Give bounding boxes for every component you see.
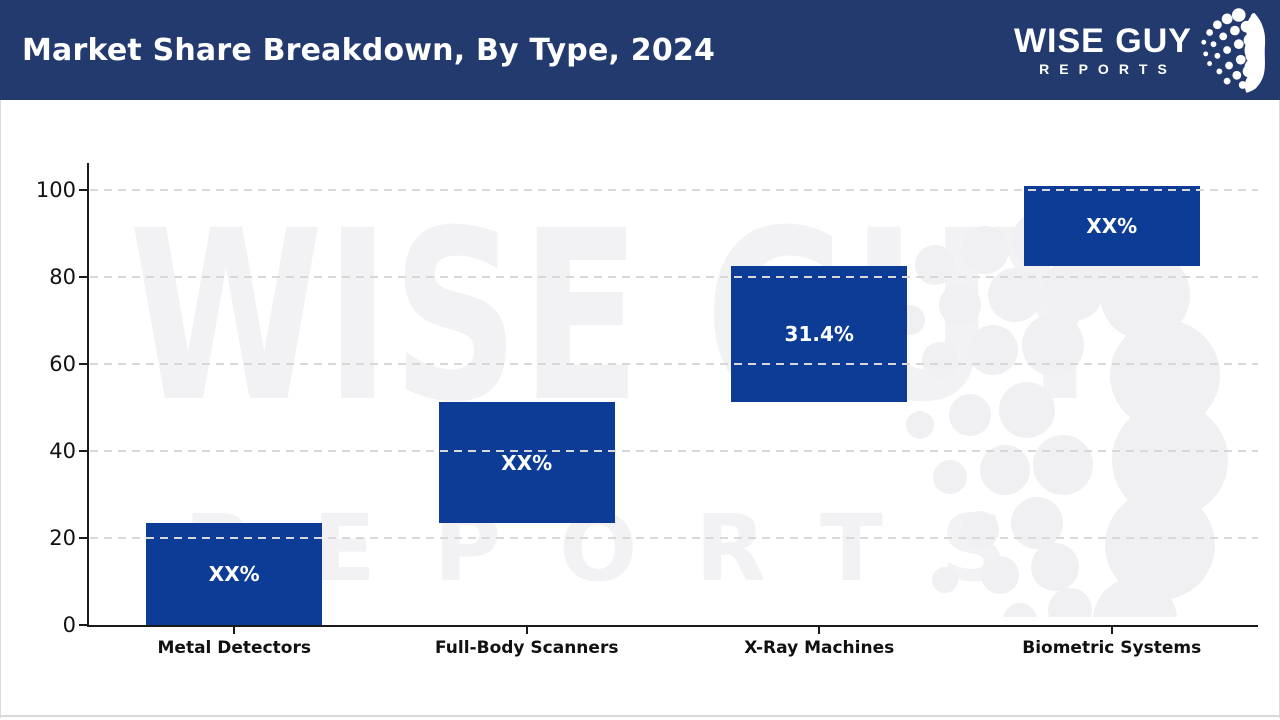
y-tick-mark: [79, 363, 88, 365]
gridline: [90, 363, 1258, 365]
watermark-wordmark: WISE GUY: [129, 181, 1126, 454]
logo-subtitle: REPORTS: [1039, 61, 1177, 77]
bar-value-label: XX%: [501, 450, 553, 475]
gridline: [90, 189, 1258, 191]
y-tick-mark: [79, 276, 88, 278]
y-tick-mark: [79, 189, 88, 191]
chart-bar-full-body-scanners: XX%: [438, 402, 615, 524]
gridline: [90, 537, 1258, 539]
left-border-line: [0, 100, 1, 718]
y-tick-label: 0: [62, 613, 76, 637]
y-tick-label: 100: [35, 178, 76, 202]
x-axis-line: [87, 625, 1258, 627]
bottom-border-line: [0, 715, 1280, 717]
y-tick-mark: [79, 450, 88, 452]
y-axis-line: [87, 163, 89, 627]
bar-value-label: XX%: [1086, 213, 1138, 238]
chart-bar-metal-detectors: XX%: [146, 523, 323, 625]
x-axis-label: Metal Detectors: [157, 638, 311, 658]
x-axis-label: Biometric Systems: [1022, 638, 1202, 658]
logo-wordmark: WISE GUY: [1013, 22, 1192, 60]
header-bar: Market Share Breakdown, By Type, 2024 WI…: [0, 0, 1280, 100]
bar-value-label: XX%: [208, 562, 260, 587]
y-tick-mark: [79, 624, 88, 626]
y-tick-label: 60: [49, 352, 76, 376]
chart-bar-x-ray-machines: 31.4%: [731, 265, 908, 403]
x-tick-mark: [1110, 627, 1113, 634]
y-tick-label: 40: [49, 439, 76, 463]
x-tick-mark: [233, 627, 236, 634]
x-tick-mark: [525, 627, 528, 634]
chart-bar-biometric-systems: XX%: [1023, 185, 1200, 266]
gridline: [90, 276, 1258, 278]
wise-guy-reports-logo: WISE GUY REPORTS: [1014, 4, 1266, 96]
x-axis-label: Full-Body Scanners: [435, 638, 619, 658]
gridline: [90, 450, 1258, 452]
x-axis-label: X-Ray Machines: [744, 638, 895, 658]
logo-head-dots-icon: [1201, 8, 1266, 93]
bar-value-label: 31.4%: [784, 321, 854, 346]
y-tick-label: 20: [49, 526, 76, 550]
y-tick-label: 80: [49, 265, 76, 289]
x-tick-mark: [818, 627, 821, 634]
page-title: Market Share Breakdown, By Type, 2024: [22, 32, 716, 68]
y-tick-mark: [79, 537, 88, 539]
